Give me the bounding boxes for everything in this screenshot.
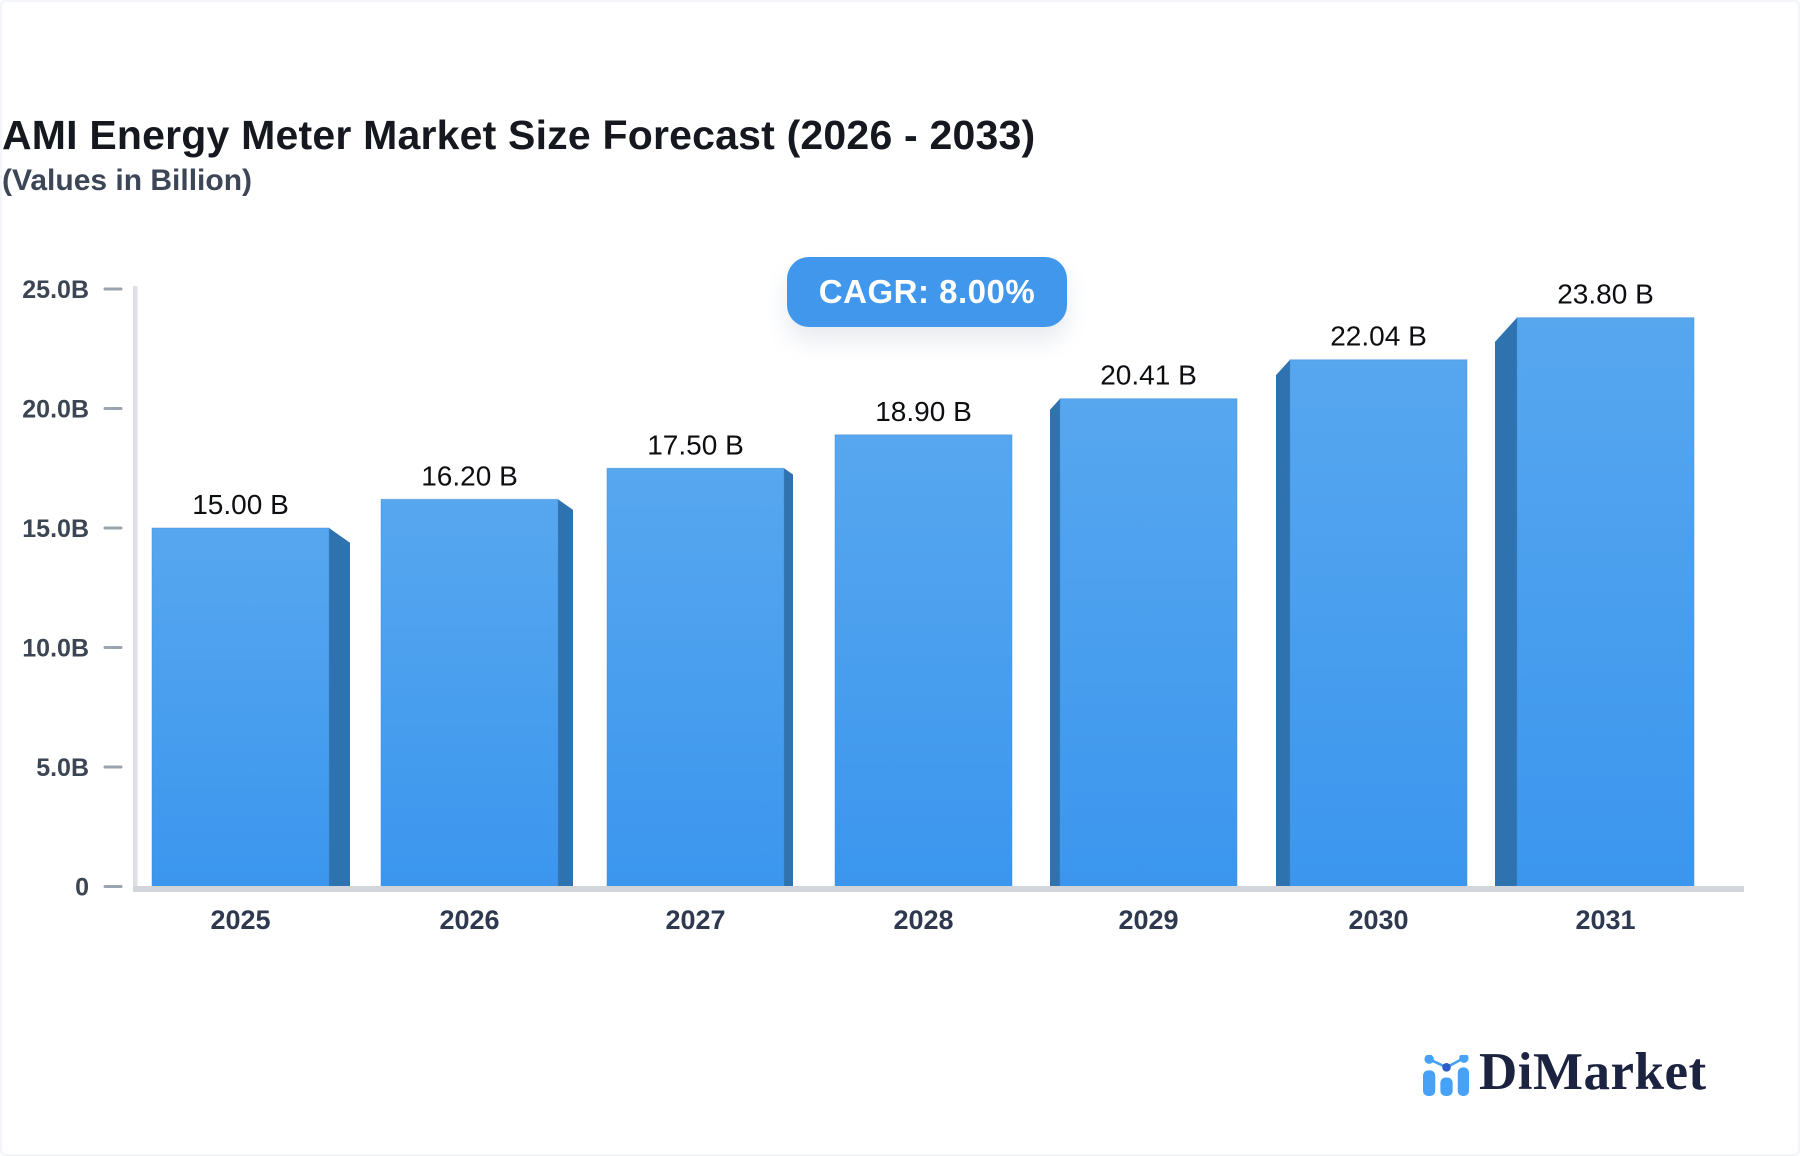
- bar-side-face: [1495, 317, 1517, 887]
- bar-side-face: [558, 499, 573, 887]
- bar-face: [1516, 317, 1695, 887]
- y-tick-label: 0: [75, 874, 89, 902]
- bar-value-label: 22.04 B: [1330, 321, 1427, 352]
- bar-face: [151, 527, 330, 887]
- bar-value-label: 23.80 B: [1557, 279, 1654, 310]
- bar-side-face: [1276, 359, 1290, 887]
- page-title: AMI Energy Meter Market Size Forecast (2…: [2, 112, 1036, 158]
- bar-value-label: 15.00 B: [192, 489, 289, 520]
- y-tick-label: 15.0B: [22, 515, 89, 543]
- bar-face: [1289, 359, 1468, 887]
- bar-value-label: 16.20 B: [421, 460, 518, 491]
- bar-group: 17.50 B: [606, 429, 793, 887]
- x-tick-label: 2031: [1575, 905, 1635, 935]
- x-tick-label: 2028: [893, 905, 953, 935]
- bar-group: 16.20 B: [380, 460, 573, 887]
- y-axis-line: [133, 286, 138, 887]
- bar-value-label: 17.50 B: [647, 429, 744, 460]
- bar-face: [380, 498, 559, 887]
- x-tick-label: 2030: [1348, 905, 1408, 935]
- y-tick-label: 10.0B: [22, 635, 89, 663]
- bar-face: [834, 434, 1013, 887]
- bar-face: [1059, 398, 1238, 887]
- y-tick-label: 5.0B: [36, 754, 89, 782]
- y-tick-label: 20.0B: [22, 396, 89, 424]
- bar-side-face: [784, 468, 793, 887]
- bar-group: 18.90 B: [834, 396, 1013, 887]
- x-tick-label: 2029: [1118, 905, 1178, 935]
- bar-value-label: 20.41 B: [1100, 360, 1197, 391]
- dimarket-logo: DiMarket: [1423, 1043, 1707, 1101]
- bar-side-face: [329, 528, 350, 887]
- x-tick-label: 2025: [210, 905, 270, 935]
- bar-group: 22.04 B: [1276, 321, 1468, 887]
- bar-side-face: [1050, 398, 1060, 887]
- page-subtitle: (Values in Billion): [2, 164, 253, 197]
- bar-face: [606, 467, 785, 887]
- x-tick-label: 2026: [439, 905, 499, 935]
- bar-value-label: 18.90 B: [875, 396, 972, 427]
- x-axis-line: [133, 886, 1744, 892]
- y-tick-label: 25.0B: [22, 276, 89, 304]
- x-tick-label: 2027: [665, 905, 725, 935]
- bar-group: 20.41 B: [1050, 360, 1238, 887]
- dimarket-logo-text: DiMarket: [1479, 1043, 1707, 1101]
- cagr-badge: CAGR: 8.00%: [787, 257, 1067, 327]
- dimarket-logo-icon: [1423, 1055, 1469, 1096]
- bar-group: 23.80 B: [1495, 279, 1695, 887]
- bar-group: 15.00 B: [151, 489, 350, 887]
